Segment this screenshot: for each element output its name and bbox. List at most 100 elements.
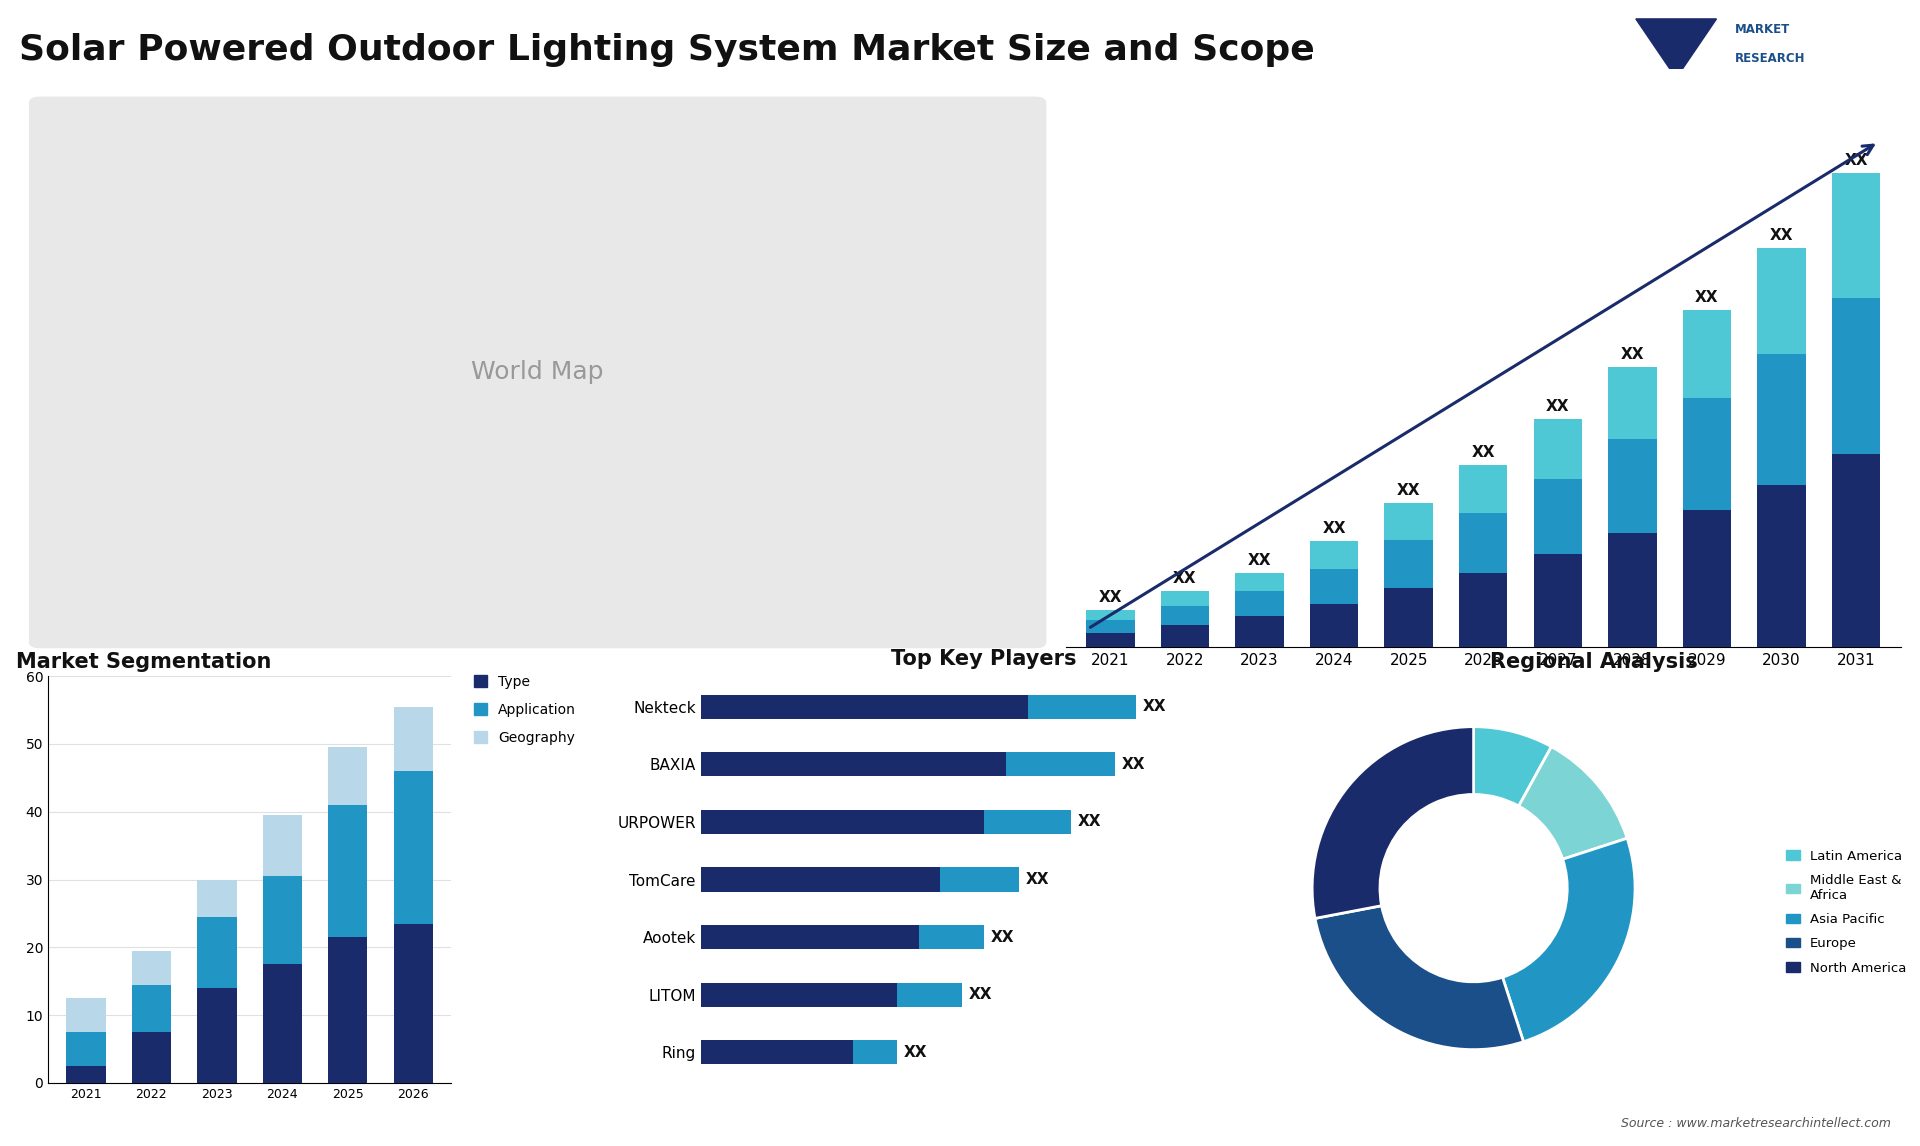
Bar	[132, 984, 171, 1033]
Legend: Type, Application, Geography: Type, Application, Geography	[474, 675, 576, 745]
Text: XX: XX	[1546, 399, 1569, 414]
Bar	[1757, 354, 1805, 485]
Bar	[1832, 298, 1880, 454]
Bar	[1832, 454, 1880, 647]
Bar	[983, 810, 1071, 834]
Bar	[1087, 610, 1135, 620]
Text: XX: XX	[991, 929, 1014, 944]
Bar	[1459, 512, 1507, 573]
Text: Solar Powered Outdoor Lighting System Market Size and Scope: Solar Powered Outdoor Lighting System Ma…	[19, 33, 1315, 66]
Bar	[198, 880, 236, 917]
Bar	[1309, 541, 1357, 568]
Bar	[1162, 591, 1210, 606]
Bar	[1609, 367, 1657, 439]
Bar	[701, 868, 941, 892]
Bar	[328, 747, 367, 804]
Bar	[852, 1041, 897, 1065]
Bar	[701, 1041, 852, 1065]
Bar	[1534, 554, 1582, 647]
Bar	[394, 707, 432, 771]
Bar	[1534, 479, 1582, 554]
Wedge shape	[1519, 747, 1626, 860]
Bar	[263, 815, 301, 877]
Text: XX: XX	[1695, 290, 1718, 306]
Bar	[328, 804, 367, 937]
Bar	[1832, 173, 1880, 298]
Text: XX: XX	[1142, 699, 1167, 714]
Bar	[1235, 573, 1284, 591]
Bar	[1682, 510, 1732, 647]
Bar	[701, 694, 1027, 719]
Bar	[1384, 588, 1432, 647]
Bar	[701, 752, 1006, 777]
Bar	[701, 982, 897, 1007]
Title: Regional Analysis: Regional Analysis	[1490, 652, 1697, 672]
Text: XX: XX	[1173, 572, 1196, 587]
Text: RESEARCH: RESEARCH	[1736, 52, 1807, 65]
Bar	[1682, 398, 1732, 510]
Text: XX: XX	[904, 1045, 927, 1060]
Bar	[1384, 540, 1432, 588]
Bar	[394, 771, 432, 924]
Bar	[1534, 419, 1582, 479]
Text: XX: XX	[1098, 590, 1121, 605]
Bar	[1087, 620, 1135, 633]
Legend: Latin America, Middle East &
Africa, Asia Pacific, Europe, North America: Latin America, Middle East & Africa, Asi…	[1786, 849, 1907, 974]
Bar	[394, 924, 432, 1083]
Title: Top Key Players: Top Key Players	[891, 649, 1077, 669]
Bar	[1682, 311, 1732, 398]
Bar	[1384, 503, 1432, 540]
Bar	[701, 810, 983, 834]
Bar	[1162, 606, 1210, 625]
Bar	[263, 877, 301, 964]
Bar	[132, 951, 171, 984]
Bar	[1087, 633, 1135, 647]
Wedge shape	[1475, 727, 1551, 806]
Text: World Map: World Map	[470, 361, 605, 384]
Bar	[1006, 752, 1116, 777]
Text: MARKET: MARKET	[1736, 23, 1791, 36]
Text: XX: XX	[970, 987, 993, 1003]
Bar	[67, 1066, 106, 1083]
Bar	[1459, 465, 1507, 512]
Text: XX: XX	[1077, 815, 1102, 830]
Bar	[67, 1033, 106, 1066]
Text: XX: XX	[1025, 872, 1048, 887]
Bar	[918, 925, 983, 949]
Polygon shape	[1636, 19, 1716, 78]
Text: XX: XX	[1471, 446, 1496, 461]
Bar	[1235, 617, 1284, 647]
Bar	[198, 917, 236, 988]
Bar	[67, 998, 106, 1033]
Text: XX: XX	[1620, 346, 1644, 362]
Text: XX: XX	[1398, 482, 1421, 497]
Bar	[941, 868, 1020, 892]
Bar	[198, 988, 236, 1083]
Text: INTELLECT: INTELLECT	[1736, 81, 1805, 94]
Bar	[897, 982, 962, 1007]
Bar	[1027, 694, 1137, 719]
Text: XX: XX	[1323, 521, 1346, 536]
Bar	[263, 964, 301, 1083]
Text: XX: XX	[1845, 154, 1868, 168]
Wedge shape	[1311, 727, 1475, 918]
Text: Market Segmentation: Market Segmentation	[15, 652, 271, 672]
Bar	[1757, 485, 1805, 647]
Bar	[1309, 568, 1357, 604]
Text: Source : www.marketresearchintellect.com: Source : www.marketresearchintellect.com	[1620, 1116, 1891, 1130]
Wedge shape	[1503, 838, 1636, 1042]
Bar	[1609, 439, 1657, 533]
Bar	[1757, 248, 1805, 354]
Text: XX: XX	[1248, 552, 1271, 567]
Bar	[1459, 573, 1507, 647]
Bar	[1235, 591, 1284, 617]
Bar	[132, 1033, 171, 1083]
Wedge shape	[1315, 905, 1523, 1050]
Bar	[1162, 625, 1210, 647]
Bar	[1609, 533, 1657, 647]
FancyBboxPatch shape	[29, 97, 1046, 647]
Bar	[328, 937, 367, 1083]
Polygon shape	[1649, 78, 1703, 118]
Text: XX: XX	[1121, 756, 1144, 772]
Bar	[1309, 604, 1357, 647]
